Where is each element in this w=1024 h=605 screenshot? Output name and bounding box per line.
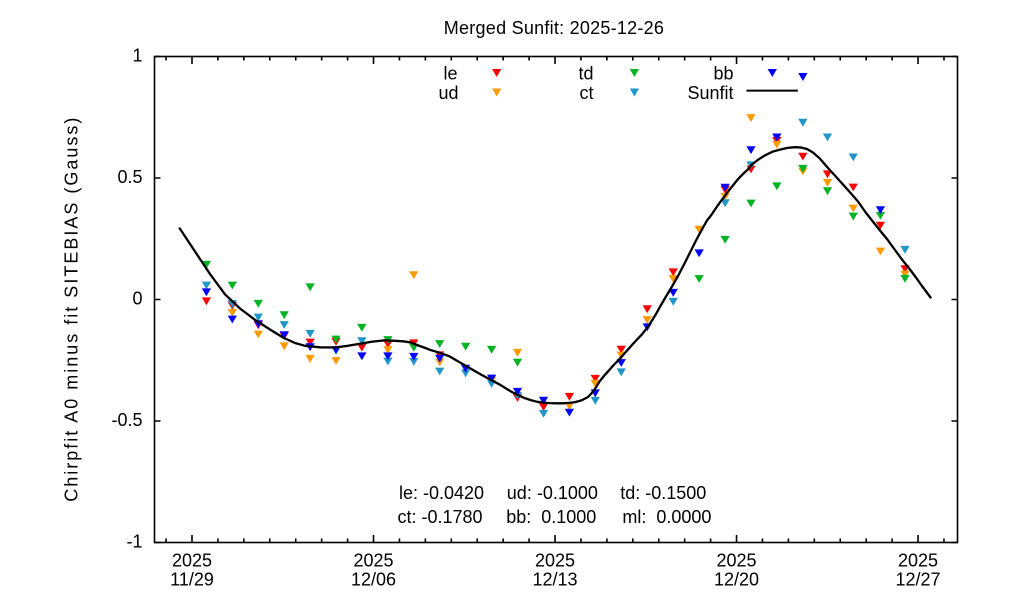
svg-text:ct: ct [579, 83, 593, 103]
svg-text:12/13: 12/13 [532, 570, 577, 590]
svg-text:le: le [443, 63, 457, 83]
svg-text:11/29: 11/29 [170, 570, 214, 590]
svg-text:ml: 0.0000: ml: 0.0000 [622, 507, 711, 527]
svg-text:0.5: 0.5 [117, 167, 142, 187]
svg-text:td: td [578, 63, 593, 83]
svg-text:td: -0.1500: td: -0.1500 [620, 483, 706, 503]
svg-text:-0.5: -0.5 [111, 410, 142, 430]
svg-text:Sunfit: Sunfit [687, 83, 733, 103]
svg-text:2025: 2025 [172, 551, 212, 571]
svg-text:ud: -0.1000: ud: -0.1000 [507, 483, 598, 503]
svg-text:12/27: 12/27 [895, 570, 940, 590]
svg-text:bb: bb [713, 63, 733, 83]
svg-text:ct: -0.1780: ct: -0.1780 [398, 507, 483, 527]
svg-text:le: -0.0420: le: -0.0420 [399, 483, 484, 503]
svg-text:12/20: 12/20 [714, 570, 759, 590]
svg-text:-1: -1 [126, 532, 142, 552]
svg-text:2025: 2025 [716, 551, 756, 571]
svg-text:0: 0 [132, 289, 142, 309]
svg-text:2025: 2025 [535, 551, 575, 571]
svg-text:12/06: 12/06 [351, 570, 396, 590]
svg-text:1: 1 [132, 46, 142, 66]
svg-text:2025: 2025 [898, 551, 938, 571]
svg-text:bb: 0.1000: bb: 0.1000 [506, 507, 596, 527]
svg-text:ud: ud [438, 83, 458, 103]
svg-text:2025: 2025 [353, 551, 393, 571]
svg-text:Chirpfit A0 minus fit SITEBIAS: Chirpfit A0 minus fit SITEBIAS (Gauss) [62, 116, 82, 502]
svg-text:Merged Sunfit: 2025-12-26: Merged Sunfit: 2025-12-26 [444, 18, 664, 38]
